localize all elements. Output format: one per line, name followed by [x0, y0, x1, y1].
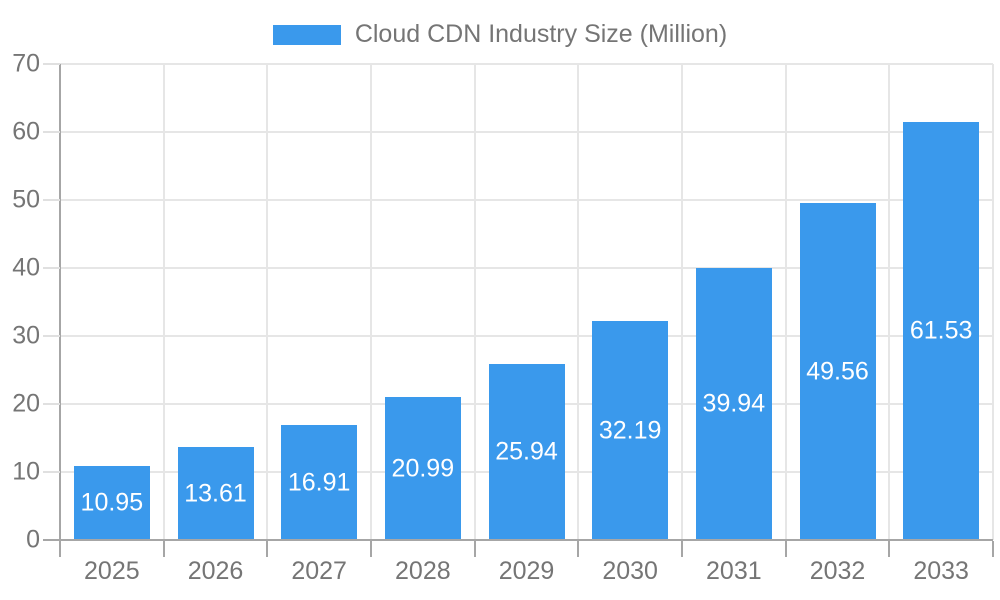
h-gridline — [60, 131, 993, 133]
bar-value-label: 32.19 — [598, 416, 662, 445]
v-gridline — [888, 64, 891, 540]
plot-area: 10.95 13.61 16.91 20.99 25.94 32.19 39.94 49.56… — [43, 63, 994, 557]
bar[interactable]: 32.19 — [592, 321, 669, 540]
v-gridline — [162, 64, 165, 540]
y-axis-tick — [43, 335, 60, 337]
v-gridline — [681, 64, 683, 540]
x-axis-tick — [784, 541, 787, 557]
legend-label: Cloud CDN Industry Size (Million) — [354, 20, 728, 48]
y-axis-label: 50 — [12, 185, 40, 214]
y-axis-tick — [43, 199, 60, 201]
x-axis-label: 2028 — [395, 557, 451, 585]
y-axis-label: 20 — [12, 389, 40, 418]
x-axis-label: 2025 — [84, 557, 140, 585]
bar-value-label: 39.94 — [702, 389, 766, 418]
bar[interactable]: 39.94 — [695, 268, 772, 540]
h-gridline — [60, 267, 993, 269]
h-gridline — [60, 335, 993, 337]
bar-value-label: 16.91 — [287, 468, 351, 496]
y-axis-label: 60 — [12, 117, 40, 146]
y-axis-tick — [43, 63, 60, 65]
bar-value-label: 49.56 — [806, 357, 869, 385]
v-gridline — [992, 64, 994, 540]
x-axis-tick — [473, 541, 476, 557]
x-axis-line — [60, 539, 993, 541]
bar[interactable]: 61.53 — [903, 121, 980, 540]
v-gridline — [784, 64, 787, 540]
bar[interactable]: 20.99 — [384, 397, 461, 540]
x-axis-label: 2033 — [913, 557, 969, 585]
bar-value-label: 20.99 — [391, 454, 455, 483]
bar[interactable]: 49.56 — [799, 203, 876, 540]
x-axis-tick — [266, 541, 269, 557]
bar[interactable]: 10.95 — [73, 465, 150, 540]
bar[interactable]: 13.61 — [177, 447, 254, 540]
bar[interactable]: 16.91 — [281, 425, 358, 540]
legend-swatch — [272, 24, 341, 45]
y-axis-tick — [43, 539, 60, 541]
x-axis-label: 2029 — [498, 557, 555, 585]
v-gridline — [266, 64, 269, 540]
bar-value-label: 13.61 — [184, 479, 247, 508]
y-axis-label: 0 — [26, 525, 40, 554]
x-axis-tick — [577, 541, 580, 557]
v-gridline — [370, 64, 372, 540]
x-axis-tick — [370, 541, 372, 557]
x-axis-tick — [992, 541, 994, 557]
x-axis-tick — [888, 541, 891, 557]
y-axis-label: 10 — [12, 457, 40, 486]
bar-value-label: 25.94 — [495, 437, 558, 466]
y-axis-line — [59, 64, 61, 540]
bar-value-label: 10.95 — [80, 488, 144, 517]
x-axis-label: 2031 — [706, 557, 762, 585]
y-axis-tick — [43, 131, 60, 133]
y-axis-tick — [43, 403, 60, 405]
y-axis-tick — [43, 471, 60, 473]
x-axis-tick — [59, 541, 61, 557]
legend: Cloud CDN Industry Size (Million) — [0, 20, 1000, 49]
x-axis-tick — [162, 541, 165, 557]
h-gridline — [60, 199, 993, 201]
h-gridline — [60, 63, 993, 65]
x-axis-tick — [681, 541, 683, 557]
x-axis-label: 2026 — [187, 557, 244, 585]
x-axis-label: 2027 — [291, 557, 347, 585]
y-axis-label: 70 — [12, 49, 40, 78]
x-axis-label: 2032 — [809, 557, 866, 585]
v-gridline — [577, 64, 580, 540]
v-gridline — [473, 64, 476, 540]
bar[interactable]: 25.94 — [488, 363, 565, 540]
y-axis-label: 30 — [12, 321, 40, 350]
x-axis-label: 2030 — [602, 557, 658, 585]
y-axis-tick — [43, 267, 60, 269]
bar-value-label: 61.53 — [909, 316, 973, 345]
y-axis-label: 40 — [12, 253, 40, 282]
